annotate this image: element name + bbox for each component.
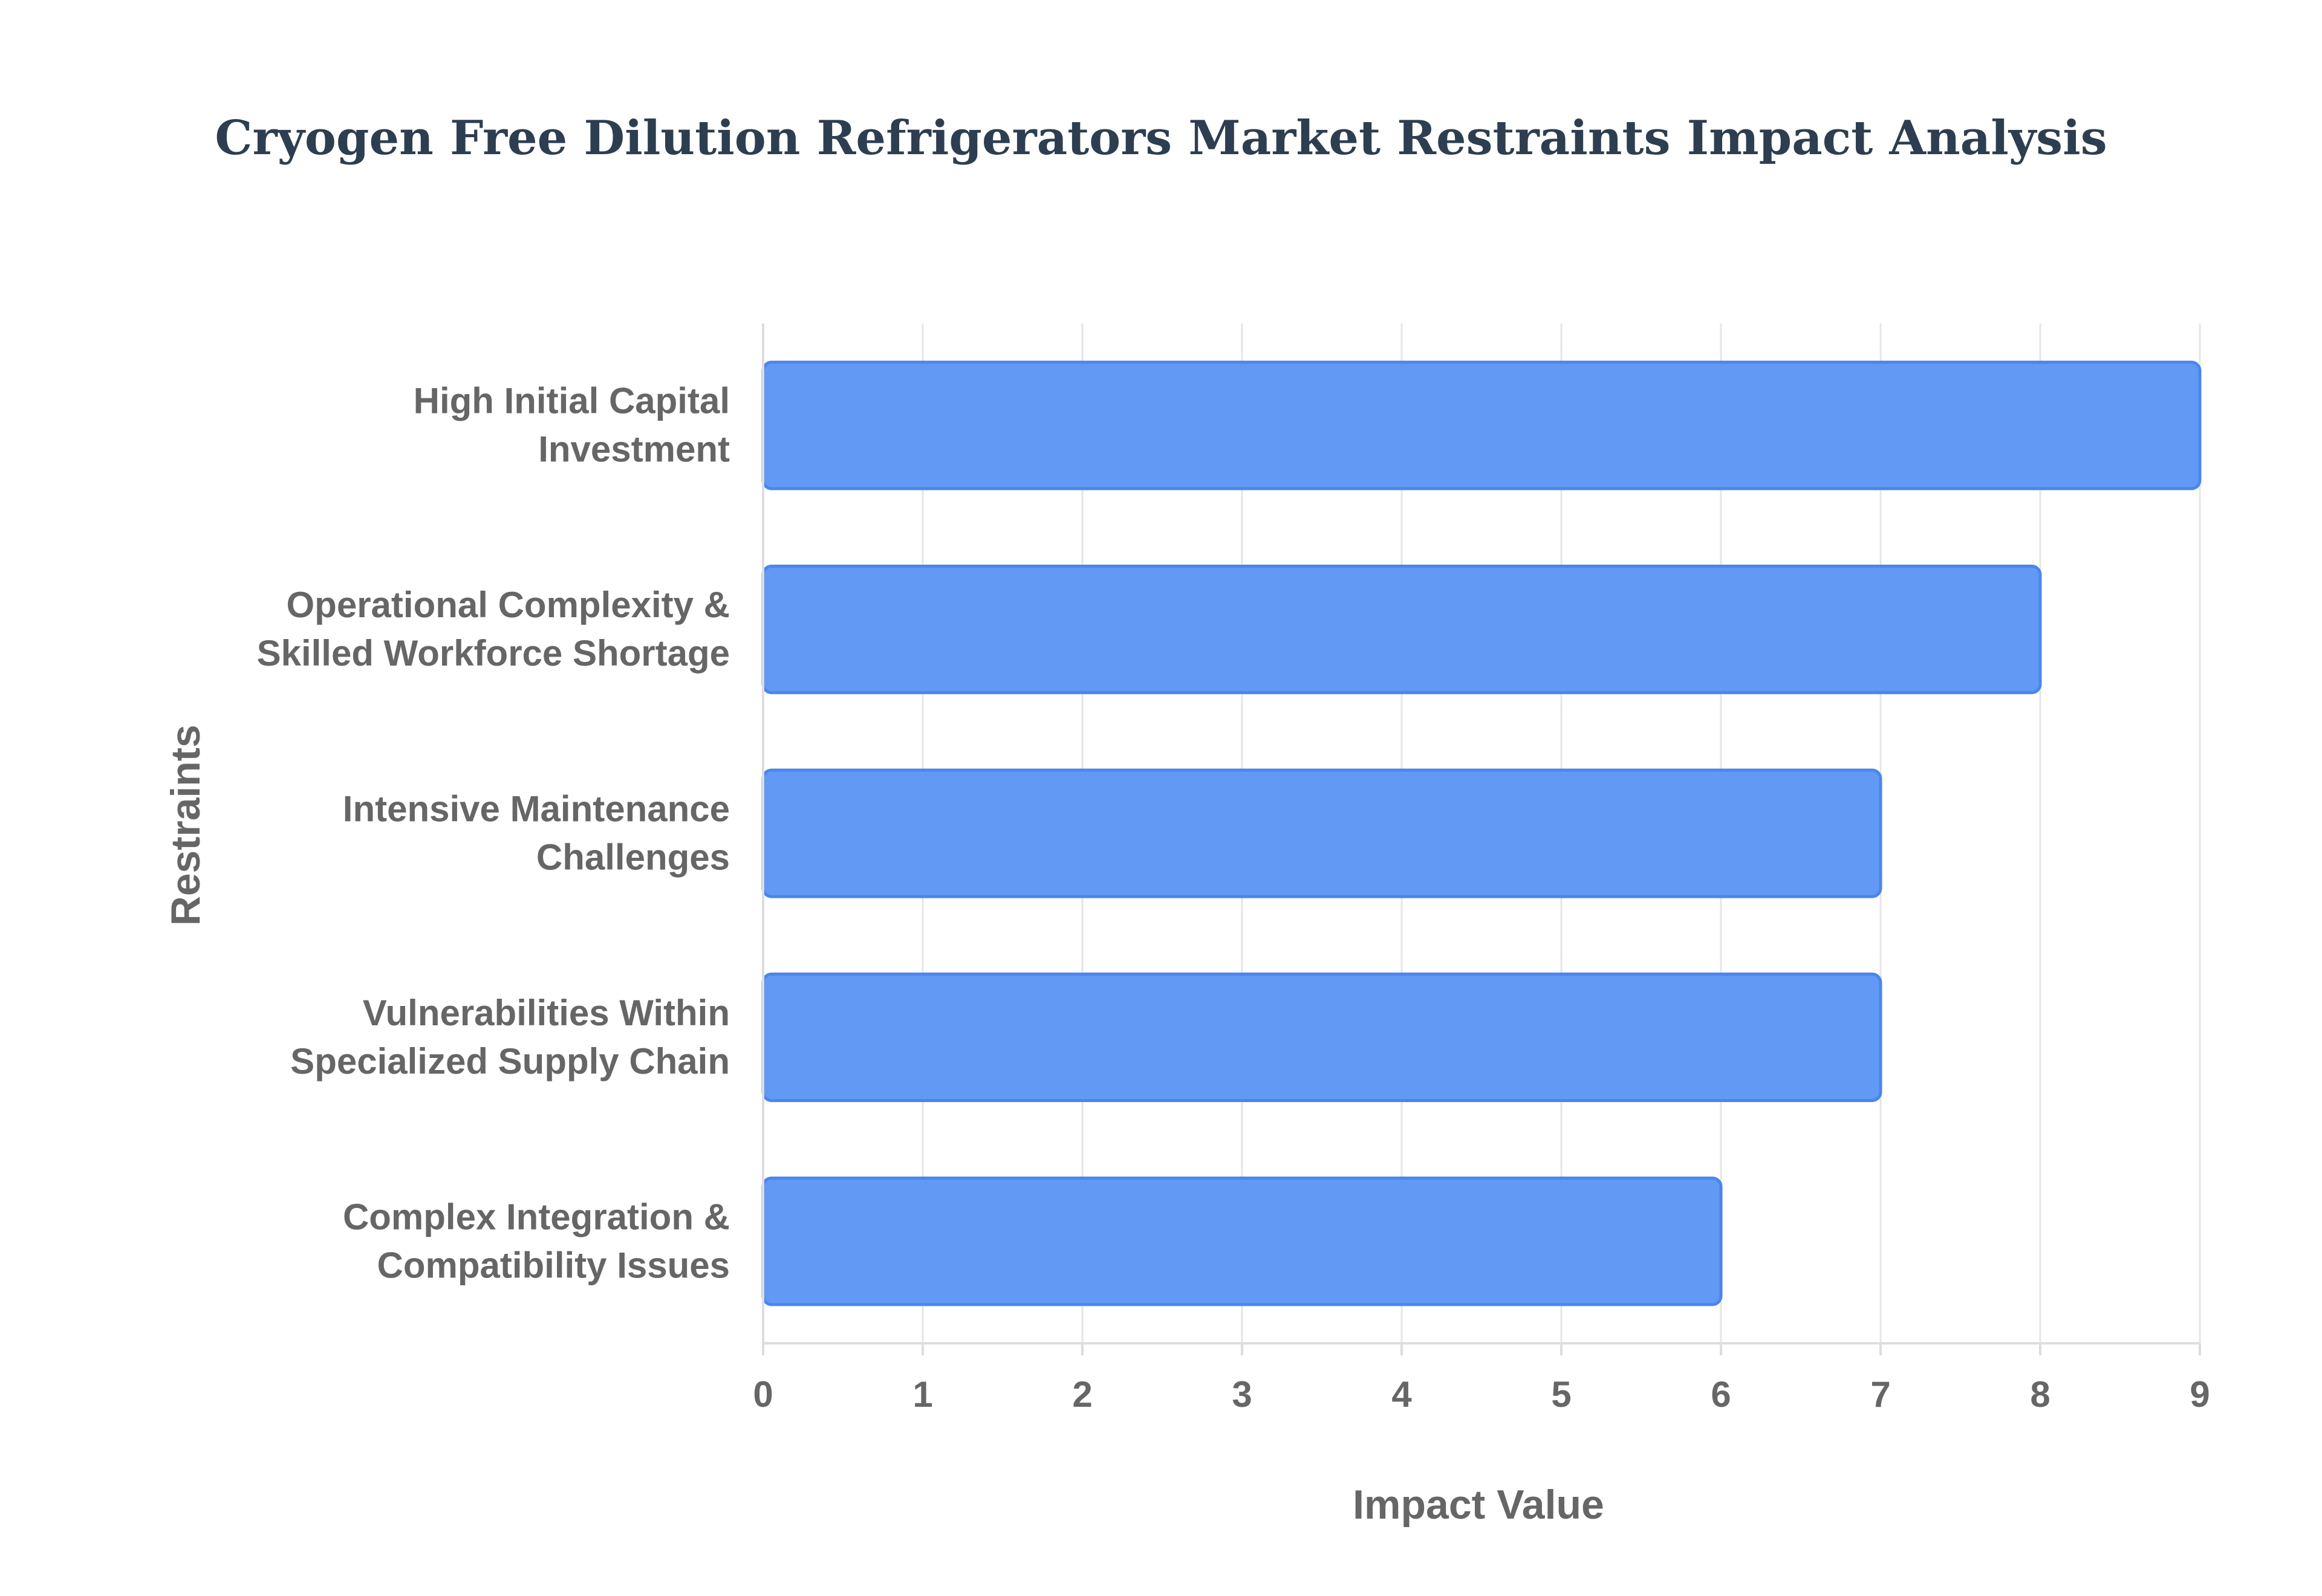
- x-axis-title: Impact Value: [1353, 1482, 1604, 1528]
- y-category-label: Compatibility Issues: [377, 1245, 730, 1285]
- y-category-label: Specialized Supply Chain: [290, 1041, 730, 1082]
- x-tick-label: 4: [1391, 1374, 1412, 1415]
- x-tick-label: 9: [2190, 1374, 2210, 1415]
- x-tick-label: 0: [753, 1374, 773, 1415]
- bar: [761, 972, 1882, 1102]
- y-axis-title: Restraints: [163, 725, 209, 926]
- bar: [761, 768, 1882, 898]
- x-tick-label: 8: [2030, 1374, 2050, 1415]
- bars: [761, 360, 2202, 1306]
- y-category-label: Complex Integration &: [343, 1196, 730, 1237]
- x-tick-label: 1: [912, 1374, 932, 1415]
- y-category-label: Investment: [538, 429, 730, 470]
- y-category-label: Vulnerabilities Within: [363, 993, 730, 1033]
- x-tick-label: 3: [1232, 1374, 1252, 1415]
- y-category-label: High Initial Capital: [414, 381, 730, 421]
- x-tick-label: 5: [1551, 1374, 1571, 1415]
- x-tick-label: 7: [1870, 1374, 1890, 1415]
- chart-title: Cryogen Free Dilution Refrigerators Mark…: [215, 111, 2107, 166]
- y-category-label: Operational Complexity &: [287, 585, 730, 625]
- bar: [761, 565, 2042, 695]
- x-tick-label: 2: [1072, 1374, 1092, 1415]
- y-category-label: Intensive Maintenance: [343, 789, 730, 829]
- x-tick-label: 6: [1711, 1374, 1731, 1415]
- y-axis-labels: High Initial Capital Investment Operationa…: [257, 381, 730, 1286]
- bar: [761, 360, 2202, 490]
- x-axis: 0 1 2 3 4 5 6 7 8 9: [753, 323, 2210, 1415]
- y-category-label: Skilled Workforce Shortage: [257, 633, 730, 673]
- y-category-label: Challenges: [536, 837, 730, 878]
- bar: [761, 1176, 1723, 1306]
